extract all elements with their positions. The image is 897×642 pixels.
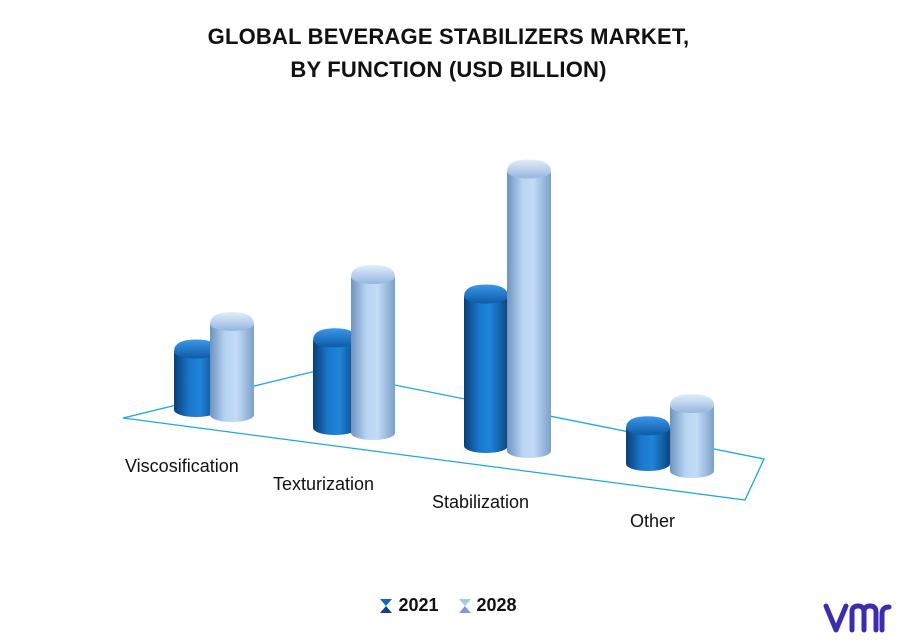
- bar-2028-stabilization: [507, 159, 551, 458]
- chart-title-line-1: GLOBAL BEVERAGE STABILIZERS MARKET,: [207, 24, 690, 49]
- chart-floor: [122, 369, 765, 501]
- legend-item-2028: 2028: [458, 595, 517, 616]
- bar-2021-viscosification: [174, 339, 218, 417]
- legend-item-2021: 2021: [380, 595, 439, 616]
- legend-swatch-2028: [458, 598, 471, 613]
- category-label-viscosification: Viscosification: [125, 456, 239, 476]
- legend-label-2021: 2021: [398, 595, 439, 615]
- category-label-other: Other: [630, 511, 675, 531]
- bar-2028-other: [670, 394, 714, 478]
- vmr-logo: [823, 603, 892, 633]
- bar-2021-texturization: [313, 328, 357, 435]
- chart-title-line-2: BY FUNCTION (USD BILLION): [290, 57, 607, 82]
- category-label-stabilization: Stabilization: [432, 492, 529, 512]
- bar-2028-viscosification: [210, 312, 254, 422]
- legend-label-2028: 2028: [476, 595, 517, 615]
- bar-2021-stabilization: [464, 284, 508, 453]
- bar-2021-other: [626, 416, 670, 471]
- category-label-texturization: Texturization: [273, 474, 374, 494]
- legend-swatch-2021: [380, 598, 393, 613]
- chart-legend: 2021 2028: [0, 595, 897, 616]
- chart-title: GLOBAL BEVERAGE STABILIZERS MARKET, BY F…: [0, 20, 897, 86]
- bar-2028-texturization: [351, 265, 395, 440]
